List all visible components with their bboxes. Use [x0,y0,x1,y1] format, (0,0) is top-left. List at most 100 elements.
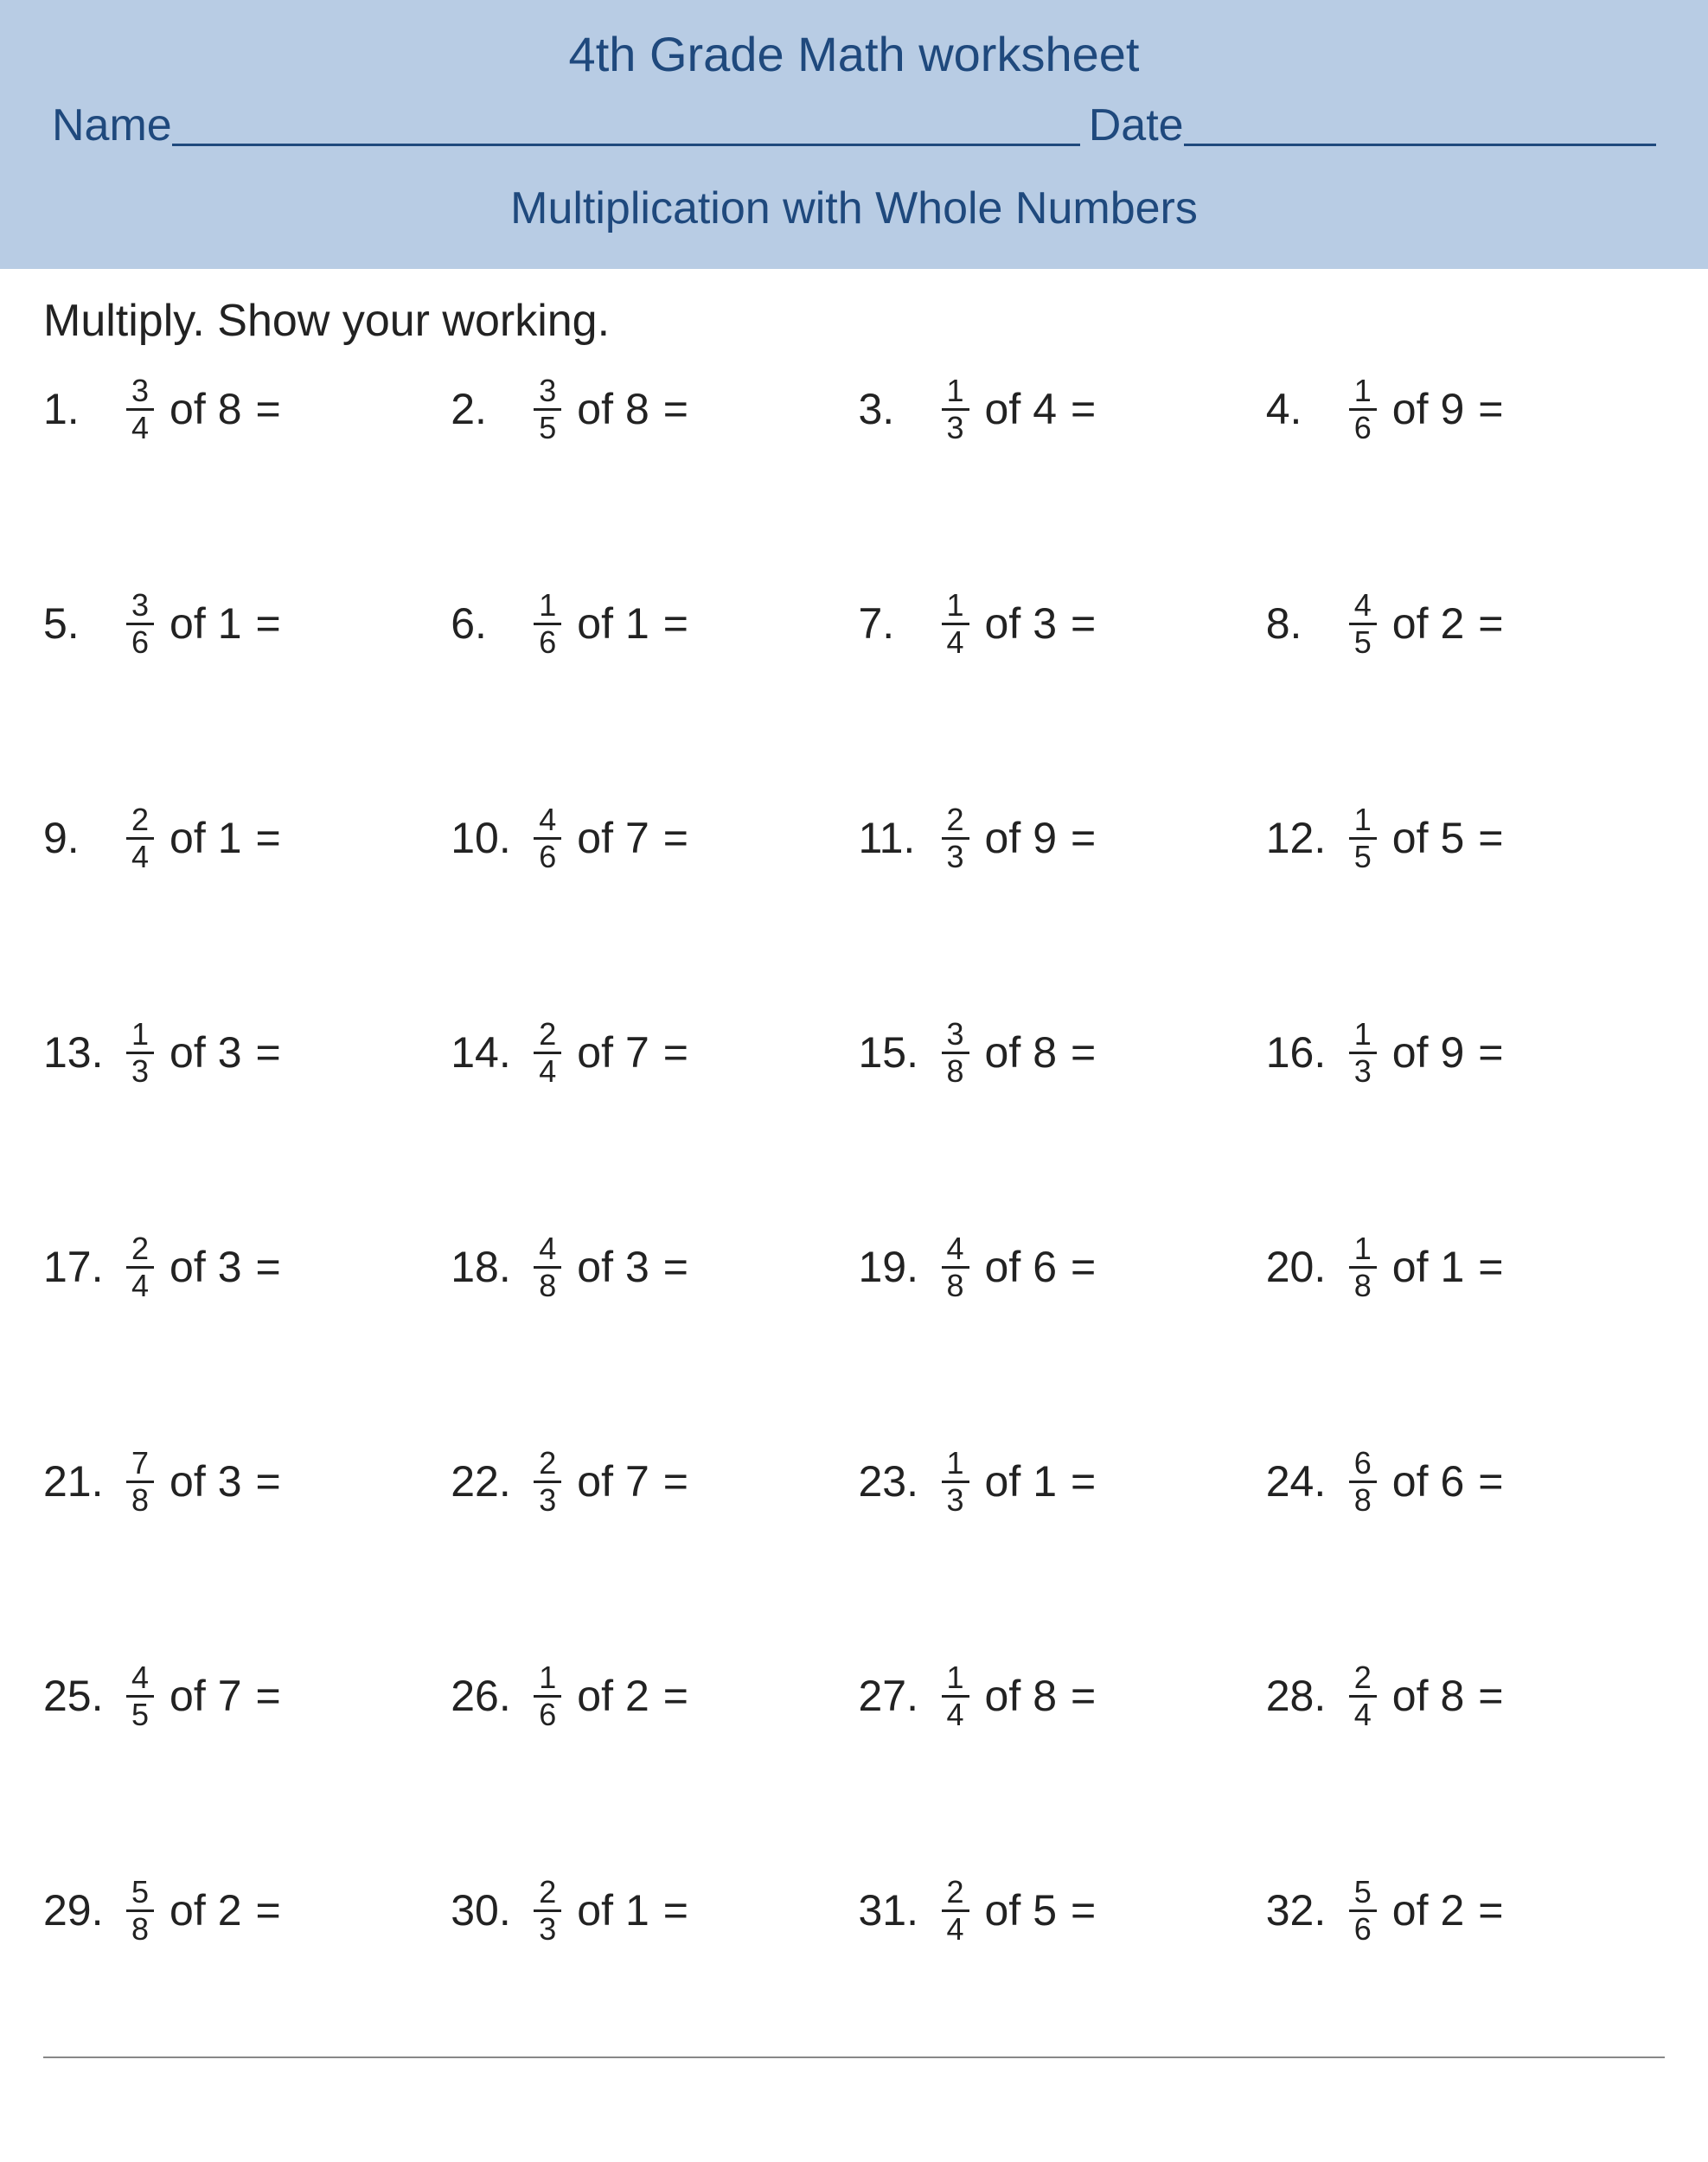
problem-number: 2. [451,384,520,434]
of-word: of [577,813,613,863]
fraction: 45 [1349,590,1377,658]
fraction: 14 [942,590,969,658]
problem-number: 27. [859,1671,928,1721]
whole-number: 3 [1033,598,1057,649]
of-word: of [1392,1885,1429,1935]
problem-number: 4. [1266,384,1335,434]
fraction-denominator: 6 [126,623,154,658]
equals-sign: = [663,1456,688,1506]
whole-number: 6 [1033,1242,1057,1292]
whole-number: 8 [218,384,242,434]
equals-sign: = [1478,1671,1503,1721]
fraction: 16 [534,1662,561,1730]
fraction: 15 [1349,804,1377,873]
worksheet-subtitle: Multiplication with Whole Numbers [52,182,1656,234]
date-label: Date [1089,99,1184,151]
fraction-numerator: 2 [1349,1662,1377,1695]
fraction-numerator: 1 [1349,1233,1377,1266]
problem: 16.13of9= [1266,1009,1665,1224]
problem: 14.24of7= [451,1009,849,1224]
fraction: 24 [126,804,154,873]
equals-sign: = [256,1671,281,1721]
instruction-text: Multiply. Show your working. [43,295,1665,347]
fraction-denominator: 3 [1349,1052,1377,1087]
of-word: of [577,598,613,649]
fraction-numerator: 1 [1349,375,1377,408]
of-word: of [1392,1671,1429,1721]
equals-sign: = [1071,1885,1096,1935]
fraction-denominator: 6 [1349,1909,1377,1945]
problem: 13.13of3= [43,1009,442,1224]
equals-sign: = [663,384,688,434]
fraction: 35 [534,375,561,444]
fraction-numerator: 1 [942,590,969,623]
fraction-denominator: 3 [126,1052,154,1087]
of-word: of [170,1456,206,1506]
of-word: of [1392,813,1429,863]
whole-number: 5 [1033,1885,1057,1935]
whole-number: 7 [625,1027,649,1078]
equals-sign: = [256,813,281,863]
equals-sign: = [1071,1027,1096,1078]
fraction-denominator: 4 [942,623,969,658]
content-area: Multiply. Show your working. 1.34of8=2.3… [0,269,1708,2099]
problem-number: 17. [43,1242,112,1292]
of-word: of [170,1671,206,1721]
equals-sign: = [1478,1885,1503,1935]
problem: 18.48of3= [451,1224,849,1438]
fraction-numerator: 2 [126,1233,154,1266]
fraction-numerator: 1 [1349,1019,1377,1052]
fraction: 13 [1349,1019,1377,1087]
header-band: 4th Grade Math worksheet Name Date Multi… [0,0,1708,269]
of-word: of [985,1885,1021,1935]
fraction-denominator: 4 [126,408,154,444]
fraction-denominator: 3 [534,1481,561,1516]
fraction: 24 [126,1233,154,1302]
fraction-numerator: 5 [1349,1877,1377,1909]
fraction-denominator: 8 [942,1266,969,1302]
fraction-denominator: 3 [942,1481,969,1516]
equals-sign: = [1478,1456,1503,1506]
fraction-numerator: 3 [126,590,154,623]
of-word: of [985,1242,1021,1292]
fraction: 48 [534,1233,561,1302]
fraction: 23 [942,804,969,873]
fraction-numerator: 4 [942,1233,969,1266]
whole-number: 3 [625,1242,649,1292]
whole-number: 1 [625,598,649,649]
fraction-numerator: 3 [942,1019,969,1052]
fraction: 34 [126,375,154,444]
fraction: 56 [1349,1877,1377,1945]
equals-sign: = [663,598,688,649]
problem-number: 12. [1266,813,1335,863]
equals-sign: = [1071,384,1096,434]
fraction-denominator: 4 [534,1052,561,1087]
equals-sign: = [256,1456,281,1506]
equals-sign: = [256,1027,281,1078]
equals-sign: = [1071,1242,1096,1292]
fraction-denominator: 4 [942,1909,969,1945]
fraction: 13 [942,1448,969,1516]
problem-number: 32. [1266,1885,1335,1935]
problem: 17.24of3= [43,1224,442,1438]
problem-number: 21. [43,1456,112,1506]
problem: 19. 48 of6 = [859,1224,1257,1438]
whole-number: 3 [218,1456,242,1506]
of-word: of [577,384,613,434]
fraction: 36 [126,590,154,658]
fraction-denominator: 4 [126,1266,154,1302]
whole-number: 1 [218,813,242,863]
problem-number: 6. [451,598,520,649]
worksheet-title: 4th Grade Math worksheet [52,26,1656,82]
whole-number: 8 [1033,1671,1057,1721]
footer-divider [43,2056,1665,2058]
of-word: of [1392,598,1429,649]
equals-sign: = [663,1027,688,1078]
fraction: 24 [1349,1662,1377,1730]
problem-number: 19. [859,1242,928,1292]
of-word: of [577,1885,613,1935]
problem: 27.14of8= [859,1653,1257,1867]
whole-number: 8 [1033,1027,1057,1078]
fraction: 13 [126,1019,154,1087]
whole-number: 7 [625,813,649,863]
